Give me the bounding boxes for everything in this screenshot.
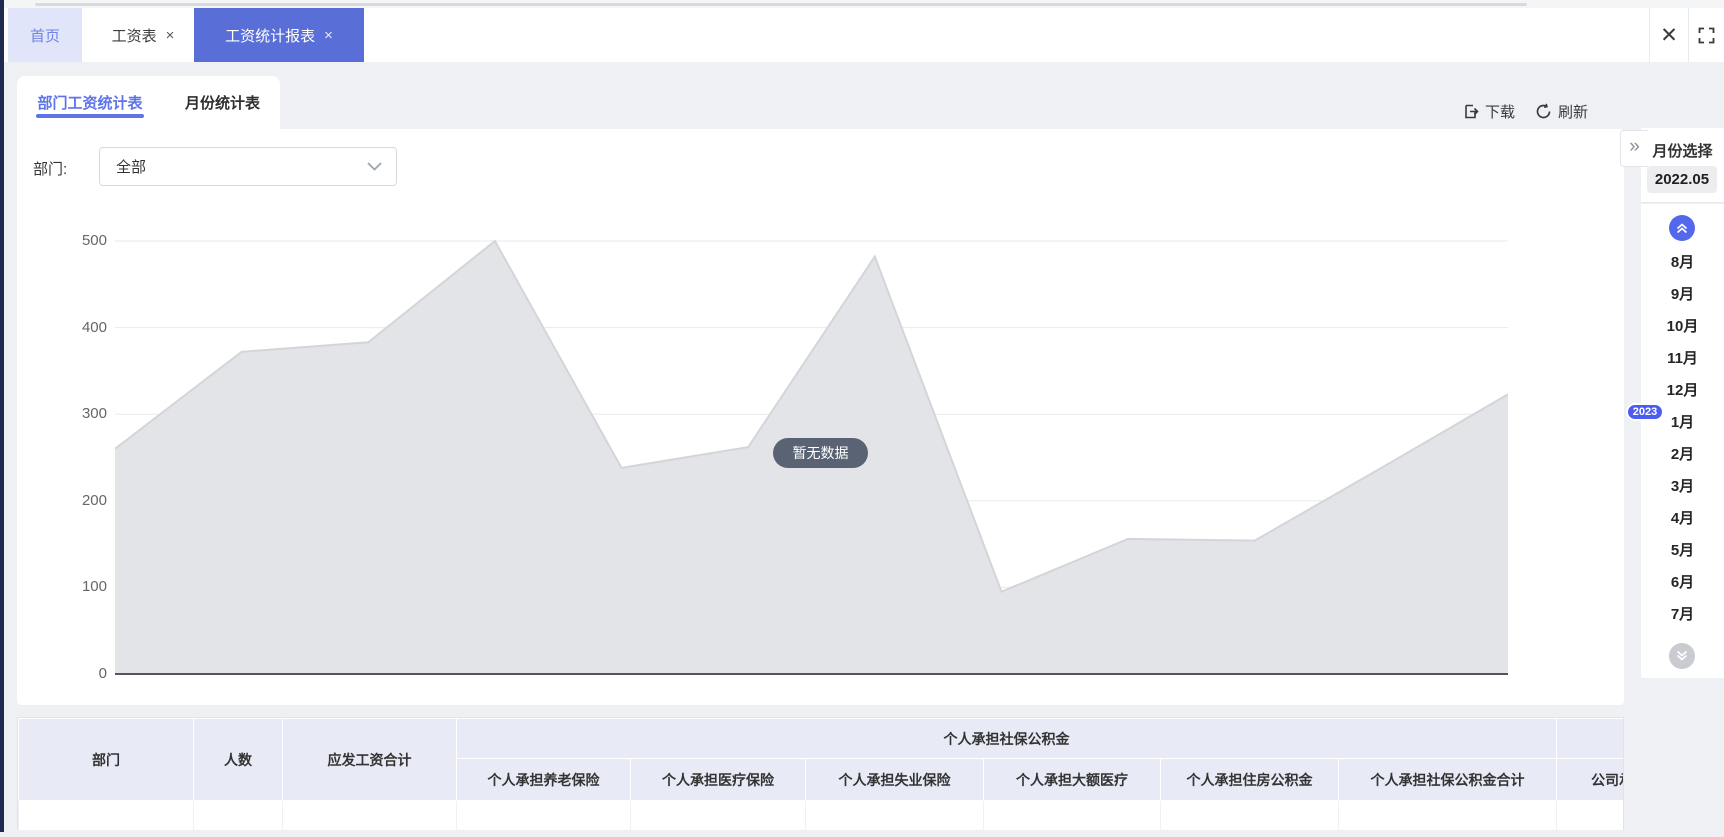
sidebar-collapse-icon[interactable]: »: [1620, 130, 1648, 167]
scroll-down-button[interactable]: [1669, 643, 1695, 669]
month-selector-title: 月份选择: [1652, 143, 1713, 160]
empty-cell: [18, 800, 194, 830]
empty-cell: [1556, 800, 1623, 830]
y-axis-tick-label: 200: [81, 491, 107, 509]
subtab-monthly-stats[interactable]: 月份统计表: [184, 95, 260, 112]
window-left-edge: [0, 0, 4, 832]
month-item-5[interactable]: 12月: [1666, 382, 1699, 399]
salary-summary-table: 部门 人数 应发工资合计 个人承担社保公积金 个人承担养老保险 个人承担医疗保险 个人承担失…: [17, 717, 1624, 831]
sub-header-1: 个人承担医疗保险: [630, 758, 806, 801]
group-header-company: [1556, 718, 1623, 759]
empty-cell: [456, 800, 631, 830]
download-label: 下载: [1485, 103, 1516, 121]
month-selector-header: 月份选择 2022.05: [1641, 128, 1724, 203]
empty-cell: [1160, 800, 1339, 830]
empty-cell: [983, 800, 1161, 830]
empty-cell: [630, 800, 806, 830]
sub-header-2: 个人承担失业保险: [805, 758, 984, 801]
empty-cell: [282, 800, 457, 830]
fullscreen-brackets-icon: [1698, 27, 1715, 43]
department-filter-label: 部门:: [33, 161, 68, 178]
month-item-9[interactable]: 4月: [1670, 510, 1695, 527]
month-item-10[interactable]: 5月: [1670, 542, 1695, 559]
month-item-1[interactable]: 8月: [1670, 254, 1695, 271]
fullscreen-icon[interactable]: [1688, 8, 1724, 62]
year-badge: 2023: [1626, 403, 1664, 421]
main-tab-home[interactable]: 首页: [8, 8, 82, 62]
subtab-department-stats[interactable]: 部门工资统计表: [37, 95, 143, 112]
refresh-button[interactable]: 刷新: [1535, 101, 1588, 122]
empty-cell: [1338, 800, 1558, 830]
main-tab-salary-sheet[interactable]: 工资表 ×: [92, 8, 194, 62]
main-tab-label: 工资统计报表: [225, 27, 316, 45]
main-tab-bar: 首页 工资表 × 工资统计报表 × ✕: [4, 8, 1724, 62]
col-header-2: 应发工资合计: [282, 718, 457, 801]
download-icon: [1465, 104, 1479, 118]
empty-cell: [805, 800, 984, 830]
scrollbar-track[interactable]: [35, 3, 1527, 6]
chart-toolbar: 下载 刷新: [1462, 96, 1588, 126]
sub-header-0: 个人承担养老保险: [456, 758, 631, 801]
refresh-icon: [1536, 103, 1551, 118]
main-tab-label: 工资表: [111, 27, 157, 45]
month-item-6[interactable]: 1月: [1670, 414, 1695, 431]
double-chevron-down-icon: [1676, 650, 1688, 661]
col-header-0: 部门: [18, 718, 194, 801]
month-item-7[interactable]: 2月: [1670, 446, 1695, 463]
main-tab-salary-report[interactable]: 工资统计报表 ×: [194, 8, 364, 62]
download-button[interactable]: 下载: [1462, 101, 1515, 122]
month-item-8[interactable]: 3月: [1670, 478, 1695, 495]
active-subtab-underline: [36, 114, 144, 118]
close-icon[interactable]: ✕: [1649, 8, 1688, 62]
month-item-11[interactable]: 6月: [1670, 574, 1695, 591]
y-axis-tick-label: 500: [81, 232, 107, 249]
sub-header-company: 公司承担: [1556, 758, 1623, 801]
department-select[interactable]: 全部: [99, 147, 397, 186]
col-header-1: 人数: [193, 718, 283, 801]
tab-close-icon[interactable]: ×: [324, 26, 333, 44]
chevron-down-icon: [367, 162, 382, 171]
month-item-12[interactable]: 7月: [1670, 606, 1695, 623]
y-axis-tick-label: 300: [81, 405, 107, 423]
month-list-panel: 8月 9月 10月 11月 12月 1月 2月 3月 4月 5月 6月 7月 2023: [1626, 204, 1724, 678]
group-header-personal: 个人承担社保公积金: [455, 718, 1558, 759]
month-item-3[interactable]: 10月: [1666, 318, 1699, 335]
tab-close-icon[interactable]: ×: [165, 26, 175, 44]
sub-header-5: 个人承担社保公积金合计: [1337, 758, 1558, 801]
series-line: [115, 239, 1508, 594]
sub-header-3: 个人承担大额医疗: [983, 758, 1161, 801]
month-item-4[interactable]: 11月: [1667, 350, 1698, 367]
report-subtab-card: 部门工资统计表 月份统计表: [17, 76, 280, 129]
refresh-label: 刷新: [1558, 103, 1589, 121]
month-item-2[interactable]: 9月: [1670, 286, 1695, 303]
page-bottom-strip: [0, 830, 1724, 837]
double-chevron-up-icon: [1676, 223, 1688, 234]
y-axis-tick-label: 0: [98, 665, 107, 682]
current-month-value[interactable]: 2022.05: [1647, 166, 1717, 193]
scroll-up-button[interactable]: [1669, 215, 1695, 241]
main-tab-label: 首页: [29, 27, 60, 45]
empty-cell: [193, 800, 283, 830]
y-axis-tick-label: 100: [81, 578, 107, 596]
window-top-strip: [0, 0, 1724, 8]
department-select-value: 全部: [116, 159, 147, 176]
no-data-tooltip: 暂无数据: [773, 438, 868, 468]
y-axis-tick-label: 400: [81, 318, 107, 336]
sub-header-4: 个人承担住房公积金: [1160, 758, 1339, 801]
